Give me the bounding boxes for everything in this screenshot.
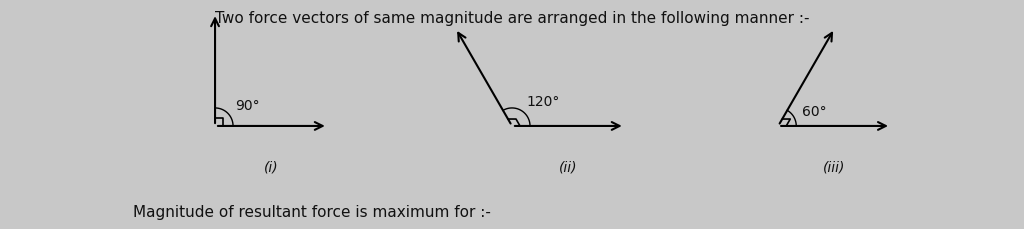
- Text: (iii): (iii): [823, 160, 846, 174]
- Text: 90°: 90°: [234, 99, 259, 113]
- Text: (i): (i): [264, 160, 279, 174]
- Text: 120°: 120°: [526, 95, 559, 109]
- Text: (ii): (ii): [559, 160, 578, 174]
- Text: Magnitude of resultant force is maximum for :-: Magnitude of resultant force is maximum …: [133, 205, 490, 220]
- Text: Two force vectors of same magnitude are arranged in the following manner :-: Two force vectors of same magnitude are …: [215, 11, 809, 27]
- Text: 60°: 60°: [803, 105, 827, 119]
